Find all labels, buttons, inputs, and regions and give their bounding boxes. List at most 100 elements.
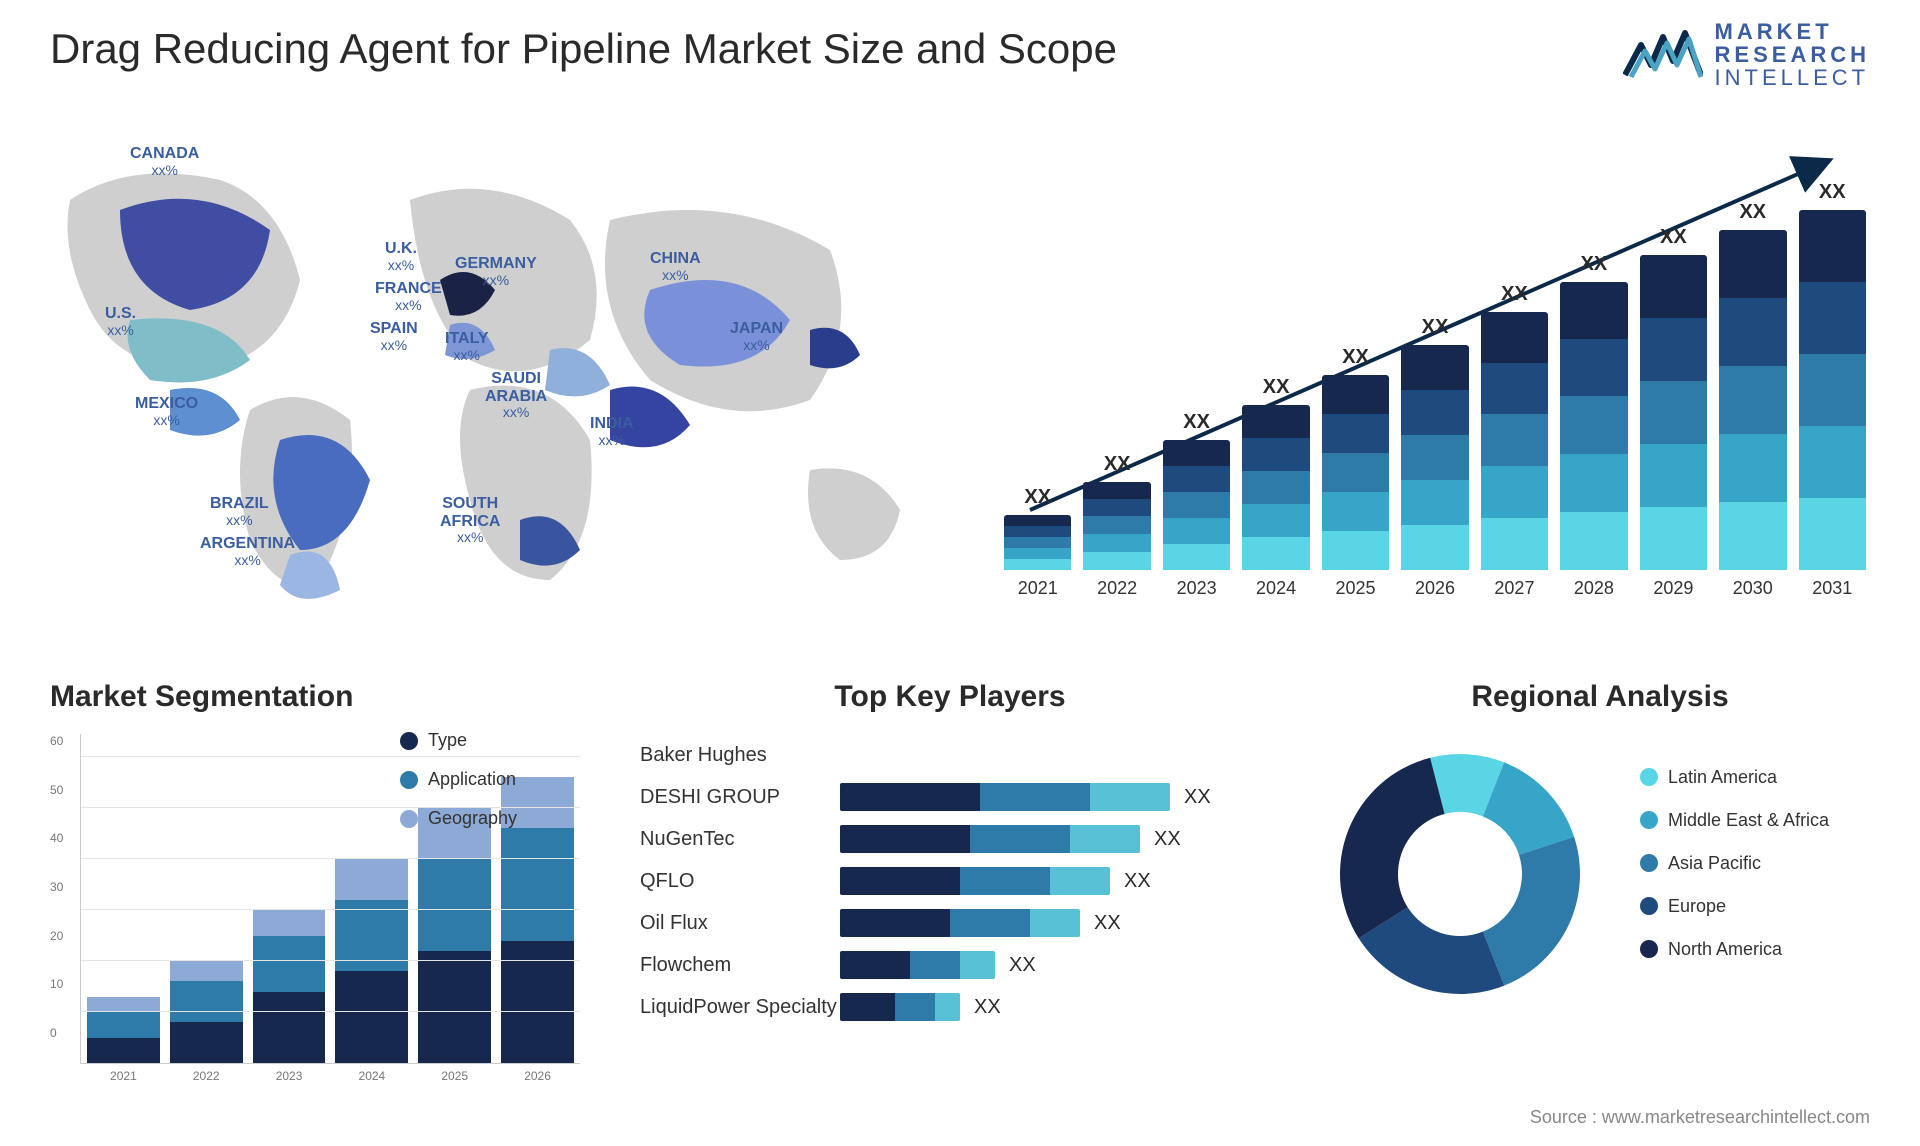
growth-bar-segment xyxy=(1719,298,1786,366)
growth-bar-segment xyxy=(1242,504,1309,537)
player-bar xyxy=(840,993,960,1021)
player-bar-segment xyxy=(840,783,980,811)
growth-bar-segment xyxy=(1401,480,1468,525)
player-name: Baker Hughes xyxy=(640,744,840,767)
growth-bar: XX2021 xyxy=(1004,515,1071,570)
player-value: XX xyxy=(1094,912,1121,935)
growth-bar-segment xyxy=(1719,502,1786,570)
growth-bar-segment xyxy=(1322,492,1389,531)
legend-label: Type xyxy=(428,730,467,751)
map-label: ARGENTINAxx% xyxy=(200,535,295,568)
player-bar-segment xyxy=(1030,909,1080,937)
growth-bar-segment xyxy=(1481,312,1548,363)
brand-line3: INTELLECT xyxy=(1715,66,1870,89)
legend-swatch xyxy=(1640,854,1658,872)
growth-bar-toplabel: XX xyxy=(1342,346,1369,369)
growth-bar-toplabel: XX xyxy=(1501,283,1528,306)
growth-bar-toplabel: XX xyxy=(1263,376,1290,399)
growth-bar-segment xyxy=(1560,454,1627,512)
growth-bar: XX2031 xyxy=(1799,210,1866,570)
seg-gridline xyxy=(81,960,580,961)
seg-ytick: 40 xyxy=(50,831,80,845)
map-label: SAUDIARABIAxx% xyxy=(485,370,547,421)
segmentation-yaxis: 0102030405060 xyxy=(50,734,80,1064)
growth-bar-segment xyxy=(1004,515,1071,526)
player-bar-segment xyxy=(935,993,960,1021)
legend-swatch xyxy=(1640,940,1658,958)
growth-bar-segment xyxy=(1719,366,1786,434)
seg-bar-segment xyxy=(253,910,326,936)
regional-title: Regional Analysis xyxy=(1320,680,1880,714)
player-bar-segment xyxy=(840,993,895,1021)
growth-bar: XX2023 xyxy=(1163,440,1230,570)
growth-bar-segment xyxy=(1004,526,1071,537)
seg-bar: 2024 xyxy=(335,859,408,1063)
seg-bar-segment xyxy=(170,961,243,981)
growth-bar-toplabel: XX xyxy=(1581,253,1608,276)
segmentation-title: Market Segmentation xyxy=(50,680,580,714)
player-bar-segment xyxy=(1050,867,1110,895)
growth-bar-segment xyxy=(1083,534,1150,552)
growth-bar-segment xyxy=(1163,466,1230,492)
legend-label: Europe xyxy=(1668,896,1726,917)
brand-logo: MARKET RESEARCH INTELLECT xyxy=(1623,20,1870,89)
legend-label: Middle East & Africa xyxy=(1668,810,1829,831)
source-line: Source : www.marketresearchintellect.com xyxy=(1530,1107,1870,1128)
growth-bar-year: 2021 xyxy=(1018,578,1058,599)
growth-bar-segment xyxy=(1640,444,1707,507)
player-bar-segment xyxy=(840,867,960,895)
growth-bar-year: 2024 xyxy=(1256,578,1296,599)
growth-bar-segment xyxy=(1640,381,1707,444)
brand-logo-mark xyxy=(1623,25,1703,85)
seg-bar-segment xyxy=(253,936,326,992)
player-bar-segment xyxy=(980,783,1090,811)
growth-bar-segment xyxy=(1799,498,1866,570)
growth-bar-segment xyxy=(1004,537,1071,548)
seg-bar-segment xyxy=(170,1022,243,1063)
growth-bar-toplabel: XX xyxy=(1422,316,1449,339)
legend-item: Latin America xyxy=(1640,767,1829,788)
growth-bar-segment xyxy=(1799,426,1866,498)
growth-bar-year: 2022 xyxy=(1097,578,1137,599)
legend-label: Latin America xyxy=(1668,767,1777,788)
growth-bar-segment xyxy=(1163,492,1230,518)
legend-swatch xyxy=(400,732,418,750)
legend-item: Asia Pacific xyxy=(1640,853,1829,874)
seg-bar-segment xyxy=(418,859,491,951)
growth-bar-segment xyxy=(1322,453,1389,492)
player-bar-segment xyxy=(970,825,1070,853)
growth-bar-segment xyxy=(1083,516,1150,534)
growth-bar-segment xyxy=(1242,537,1309,570)
map-label: INDIAxx% xyxy=(590,415,634,448)
player-bar-segment xyxy=(840,951,910,979)
growth-bar-segment xyxy=(1481,363,1548,414)
growth-bar-segment xyxy=(1799,354,1866,426)
map-label: CHINAxx% xyxy=(650,250,701,283)
growth-bar-segment xyxy=(1719,434,1786,502)
world-map-panel: CANADAxx%U.S.xx%MEXICOxx%BRAZILxx%ARGENT… xyxy=(50,140,970,620)
growth-bar-year: 2025 xyxy=(1336,578,1376,599)
growth-bar-segment xyxy=(1799,282,1866,354)
player-bar xyxy=(840,825,1140,853)
growth-bar-segment xyxy=(1401,525,1468,570)
seg-bar-segment xyxy=(335,859,408,900)
legend-label: Application xyxy=(428,769,516,790)
growth-bar-segment xyxy=(1242,471,1309,504)
map-label: SPAINxx% xyxy=(370,320,418,353)
growth-bar-chart: XX2021XX2022XX2023XX2024XX2025XX2026XX20… xyxy=(1000,140,1870,610)
growth-bar-toplabel: XX xyxy=(1183,411,1210,434)
regional-panel: Regional Analysis Latin America Middle Ea… xyxy=(1320,680,1880,1014)
key-players-panel: Top Key Players Baker HughesDESHI GROUPX… xyxy=(640,680,1260,1028)
player-bar-segment xyxy=(840,909,950,937)
growth-bar-segment xyxy=(1640,255,1707,318)
player-value: XX xyxy=(1184,786,1211,809)
seg-bar-year: 2024 xyxy=(359,1069,386,1083)
growth-bar-segment xyxy=(1004,559,1071,570)
seg-ytick: 0 xyxy=(50,1026,80,1040)
player-value: XX xyxy=(974,996,1001,1019)
legend-item: Type xyxy=(400,730,517,751)
legend-item: Application xyxy=(400,769,517,790)
growth-bar-segment xyxy=(1719,230,1786,298)
player-bar-segment xyxy=(960,867,1050,895)
segmentation-legend: TypeApplicationGeography xyxy=(400,730,517,847)
